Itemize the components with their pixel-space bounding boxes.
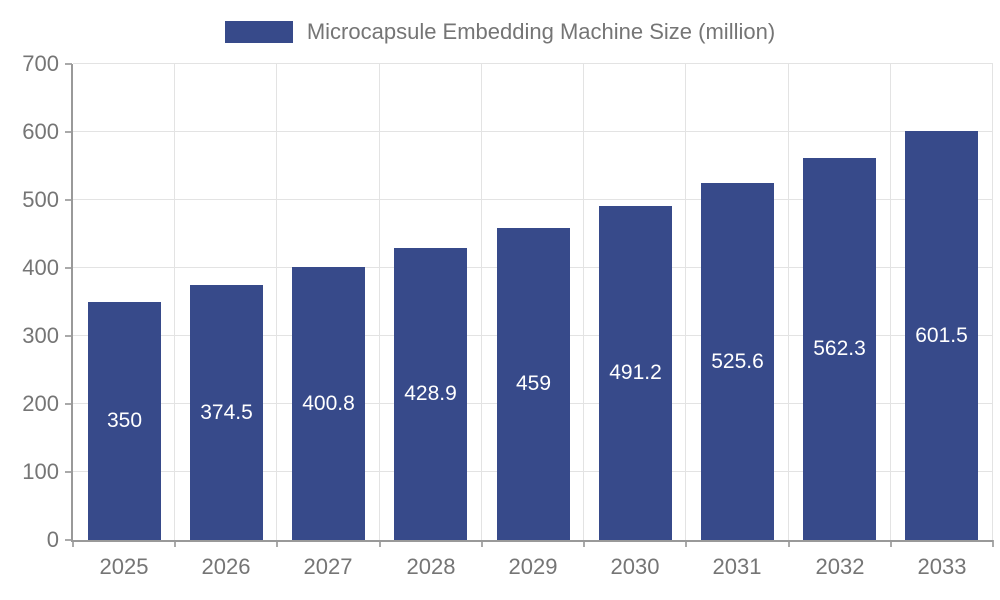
y-axis-tick — [65, 335, 72, 337]
x-axis-tick-label: 2030 — [610, 554, 660, 579]
x-axis-tick-label: 2026 — [201, 554, 251, 579]
v-gridline — [890, 64, 891, 540]
x-axis-tick — [788, 540, 790, 547]
x-axis-tick-label: 2031 — [712, 554, 762, 579]
bar-value-label: 491.2 — [609, 361, 662, 384]
y-axis-tick — [65, 63, 72, 65]
v-gridline — [788, 64, 789, 540]
bar-value-label: 459 — [515, 372, 552, 395]
h-gridline — [73, 63, 993, 64]
v-gridline — [379, 64, 380, 540]
v-gridline — [583, 64, 584, 540]
legend-label: Microcapsule Embedding Machine Size (mil… — [306, 19, 776, 44]
legend-swatch — [224, 21, 293, 43]
y-axis-tick-label: 200 — [22, 391, 59, 416]
h-gridline — [73, 131, 993, 132]
bar: 459 — [497, 228, 570, 540]
bar-value-label: 374.5 — [200, 400, 253, 424]
bar-value-label: 525.6 — [711, 349, 764, 373]
bar-value-label: 428.9 — [404, 382, 457, 405]
x-axis-tick-label: 2028 — [406, 554, 456, 579]
bar: 491.2 — [599, 206, 672, 540]
y-axis-tick-label: 300 — [22, 323, 59, 348]
x-axis-tick — [174, 540, 176, 547]
bar: 562.3 — [803, 158, 876, 540]
y-axis-tick-label: 500 — [22, 187, 59, 212]
bar-value-label: 601.5 — [915, 323, 968, 347]
bar: 400.8 — [292, 267, 365, 540]
y-axis-tick-label: 700 — [22, 51, 59, 76]
x-axis-tick — [379, 540, 381, 547]
x-axis-tick — [72, 540, 74, 547]
x-axis-tick — [276, 540, 278, 547]
x-axis-tick-label: 2032 — [815, 554, 865, 579]
bar: 601.5 — [905, 131, 978, 540]
x-axis-tick — [890, 540, 892, 547]
y-axis-tick — [65, 471, 72, 473]
y-axis-tick — [65, 267, 72, 269]
y-axis-tick — [65, 539, 72, 541]
x-axis-tick-label: 2033 — [917, 554, 967, 579]
x-axis-tick-label: 2029 — [508, 554, 558, 579]
y-axis-tick — [65, 199, 72, 201]
bar: 525.6 — [701, 183, 774, 540]
x-axis-tick — [992, 540, 994, 547]
bar: 428.9 — [394, 248, 467, 540]
x-axis-tick — [583, 540, 585, 547]
y-axis-tick — [65, 403, 72, 405]
x-axis-line — [71, 540, 993, 542]
v-gridline — [276, 64, 277, 540]
bar-value-label: 400.8 — [302, 391, 355, 415]
x-axis-tick — [685, 540, 687, 547]
bar: 350 — [88, 302, 161, 540]
legend[interactable]: Microcapsule Embedding Machine Size (mil… — [0, 18, 1000, 46]
y-axis-tick — [65, 131, 72, 133]
v-gridline — [481, 64, 482, 540]
v-gridline — [992, 64, 993, 540]
x-axis-tick — [481, 540, 483, 547]
bar-value-label: 562.3 — [813, 337, 866, 360]
h-gridline — [73, 199, 993, 200]
bar: 374.5 — [190, 285, 263, 540]
v-gridline — [174, 64, 175, 540]
x-axis-tick-label: 2027 — [303, 554, 353, 579]
x-axis-tick-label: 2025 — [99, 554, 149, 579]
y-axis-tick-label: 100 — [22, 459, 59, 484]
y-axis-tick-label: 400 — [22, 255, 59, 280]
y-axis-tick-label: 0 — [46, 527, 59, 552]
y-axis-line — [71, 64, 73, 542]
v-gridline — [685, 64, 686, 540]
y-axis-tick-label: 600 — [22, 119, 59, 144]
bar-value-label: 350 — [106, 409, 143, 432]
